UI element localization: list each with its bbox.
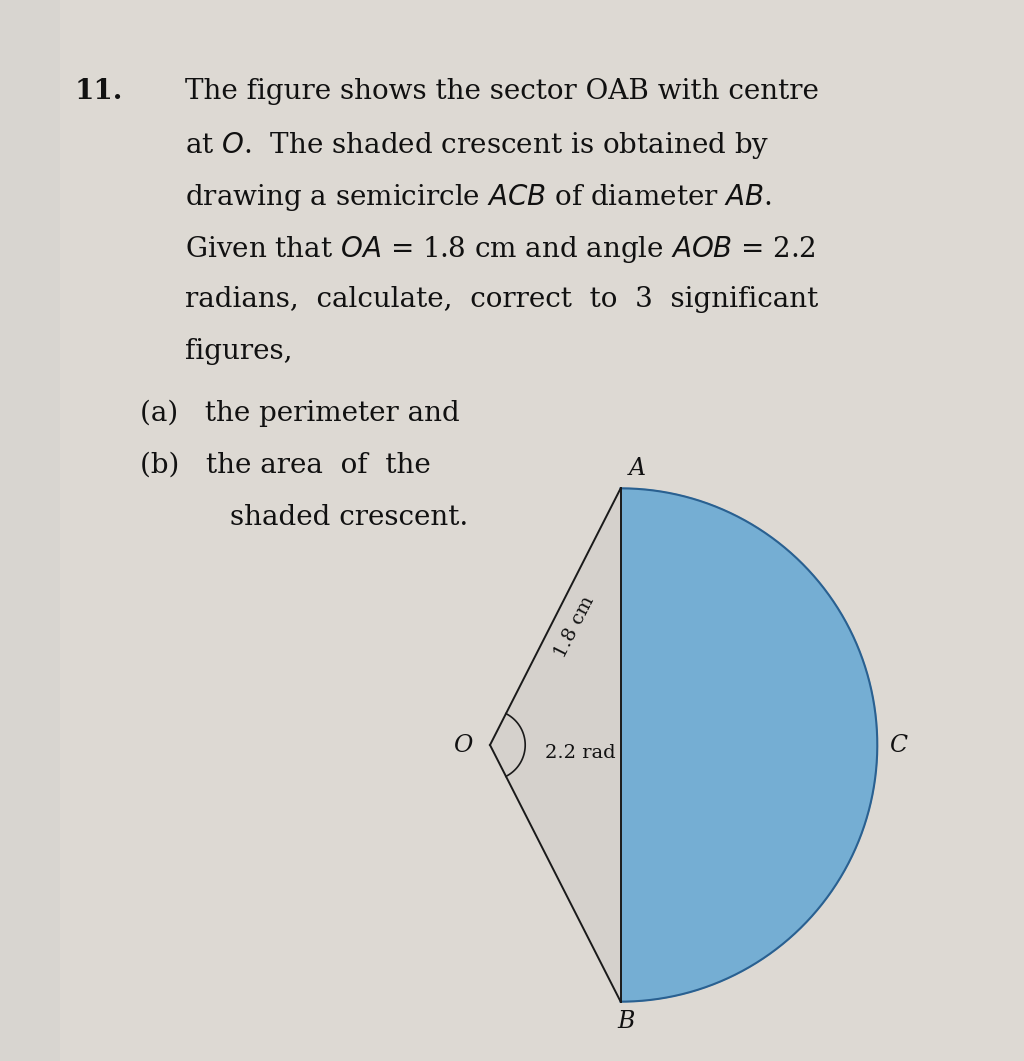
Text: drawing a semicircle $ACB$ of diameter $AB$.: drawing a semicircle $ACB$ of diameter $… <box>185 182 772 213</box>
Text: shaded crescent.: shaded crescent. <box>230 504 468 530</box>
FancyBboxPatch shape <box>60 0 1024 1061</box>
Text: The figure shows the sector OAB with centre: The figure shows the sector OAB with cen… <box>185 79 819 105</box>
Text: at $O$.  The shaded crescent is obtained by: at $O$. The shaded crescent is obtained … <box>185 131 769 161</box>
Text: B: B <box>616 1010 634 1032</box>
Text: O: O <box>453 733 472 756</box>
Text: radians,  calculate,  correct  to  3  significant: radians, calculate, correct to 3 signifi… <box>185 286 818 313</box>
Text: 2.2 rad: 2.2 rad <box>545 744 615 762</box>
Polygon shape <box>490 488 621 1002</box>
Text: A: A <box>629 457 646 481</box>
Polygon shape <box>621 488 878 1002</box>
Text: Given that $OA$ = 1.8 cm and angle $AOB$ = 2.2: Given that $OA$ = 1.8 cm and angle $AOB$… <box>185 234 815 265</box>
Text: C: C <box>889 733 907 756</box>
Text: (b)   the area  of  the: (b) the area of the <box>140 452 431 479</box>
Text: figures,: figures, <box>185 338 293 365</box>
Text: 1.8 cm: 1.8 cm <box>552 593 598 660</box>
Text: (a)   the perimeter and: (a) the perimeter and <box>140 400 460 428</box>
Text: 11.: 11. <box>75 79 123 105</box>
